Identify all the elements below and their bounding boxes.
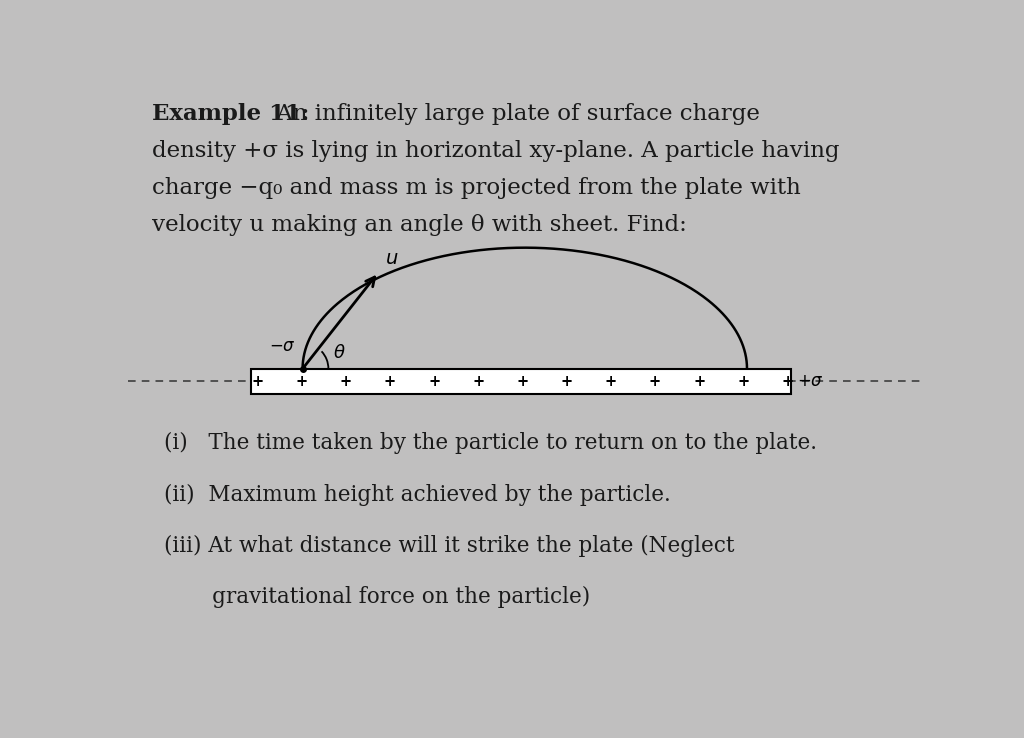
Text: density +σ is lying in horizontal xy-plane. A particle having: density +σ is lying in horizontal xy-pla…: [152, 139, 840, 162]
Text: (i)   The time taken by the particle to return on to the plate.: (i) The time taken by the particle to re…: [164, 432, 817, 455]
Text: +: +: [605, 373, 616, 389]
Text: $u$: $u$: [385, 250, 398, 268]
Text: $+\sigma$: $+\sigma$: [797, 373, 824, 390]
Text: +: +: [296, 373, 307, 389]
Text: +: +: [649, 373, 662, 389]
Text: +: +: [781, 373, 794, 389]
Text: (iii) At what distance will it strike the plate (Neglect: (iii) At what distance will it strike th…: [164, 534, 734, 556]
Text: gravitational force on the particle): gravitational force on the particle): [164, 586, 590, 608]
Text: +: +: [251, 373, 263, 389]
Text: +: +: [472, 373, 484, 389]
Text: +: +: [428, 373, 440, 389]
Text: $-\sigma$: $-\sigma$: [269, 337, 296, 354]
Text: velocity u making an angle θ with sheet. Find:: velocity u making an angle θ with sheet.…: [152, 213, 687, 235]
Text: charge −q₀ and mass m is projected from the plate with: charge −q₀ and mass m is projected from …: [152, 176, 801, 199]
Text: +: +: [384, 373, 396, 389]
Text: +: +: [560, 373, 572, 389]
Text: +: +: [516, 373, 528, 389]
Text: $\theta$: $\theta$: [333, 344, 345, 362]
Text: +: +: [693, 373, 706, 389]
Bar: [251, 369, 791, 393]
Text: +: +: [340, 373, 352, 389]
Text: An infinitely large plate of surface charge: An infinitely large plate of surface cha…: [269, 103, 760, 125]
Text: +: +: [737, 373, 750, 389]
Text: Example 11:: Example 11:: [152, 103, 309, 125]
Text: (ii)  Maximum height achieved by the particle.: (ii) Maximum height achieved by the part…: [164, 483, 671, 506]
